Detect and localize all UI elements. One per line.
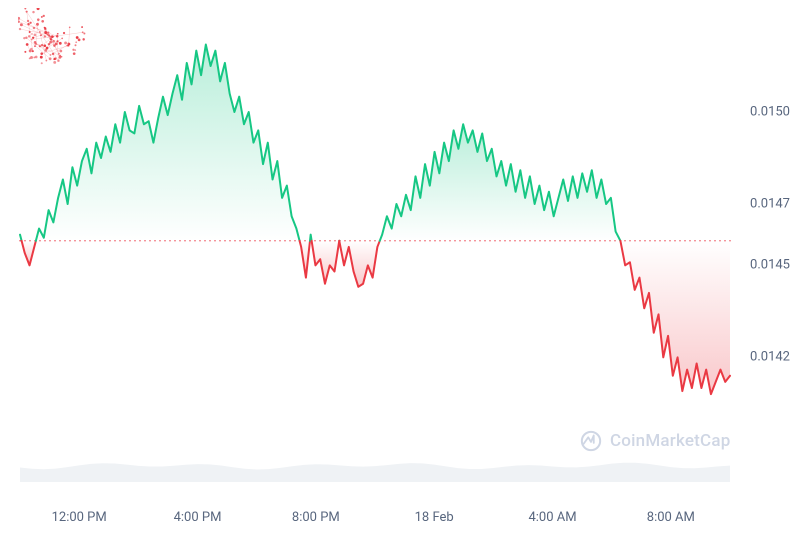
x-tick-label: 4:00 PM [174, 510, 222, 525]
watermark-text: CoinMarketCap [610, 431, 730, 451]
chart-plot[interactable] [0, 0, 800, 533]
x-tick-label: 4:00 AM [528, 510, 576, 525]
y-tick-label: 0.0150 [750, 105, 790, 120]
x-tick-label: 8:00 PM [292, 510, 340, 525]
coinmarketcap-logo-icon [580, 430, 602, 452]
y-tick-label: 0.0142 [750, 350, 790, 365]
price-chart: 0.0150 0.0147 0.0145 0.0142 12:00 PM 4:00 PM… [0, 0, 800, 533]
y-tick-label: 0.0147 [750, 197, 790, 212]
y-tick-label: 0.0145 [750, 258, 790, 273]
coinmarketcap-watermark: CoinMarketCap [580, 430, 730, 452]
x-tick-label: 18 Feb [415, 510, 454, 525]
x-tick-label: 12:00 PM [52, 510, 107, 525]
x-tick-label: 8:00 AM [647, 510, 695, 525]
